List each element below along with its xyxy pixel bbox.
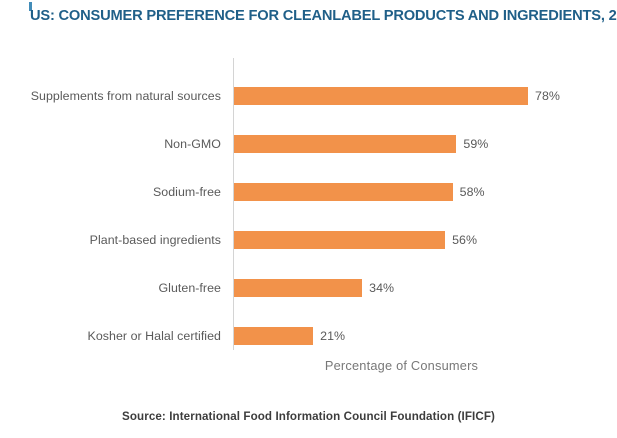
value-label: 78% — [535, 89, 560, 103]
bar — [234, 231, 446, 249]
category-label: Gluten-free — [158, 281, 221, 295]
bar-with-value: 34% — [234, 279, 394, 297]
bar-row: Non-GMO 59% — [0, 120, 617, 168]
bar-with-value: 58% — [234, 183, 485, 201]
y-axis-line — [233, 58, 234, 350]
value-label: 58% — [459, 185, 485, 199]
bar — [234, 135, 457, 153]
bar-with-value: 59% — [234, 135, 488, 153]
x-axis-title: Percentage of Consumers — [324, 358, 479, 373]
category-label: Kosher or Halal certified — [87, 329, 221, 343]
plot-area: Supplements from natural sources 78% Non-G… — [0, 50, 617, 355]
category-label: Supplements from natural sources — [30, 89, 221, 103]
chart-title: US: CONSUMER PREFERENCE FOR CLEANLABEL P… — [30, 7, 617, 24]
bar — [234, 327, 314, 345]
bar-row: Gluten-free 34% — [0, 264, 617, 312]
corner-marker — [29, 2, 32, 11]
bar-with-value: 21% — [234, 327, 345, 345]
bar — [234, 183, 453, 201]
bar — [234, 87, 529, 105]
value-label: 34% — [369, 281, 395, 295]
bar-row: Plant-based ingredients 56% — [0, 216, 617, 264]
source-note: Source: International Food Information C… — [122, 410, 495, 423]
value-label: 59% — [463, 137, 489, 151]
value-label: 56% — [452, 233, 478, 247]
value-label: 21% — [320, 329, 346, 343]
bar-row: Kosher or Halal certified 21% — [0, 312, 617, 360]
category-label: Sodium-free — [152, 185, 221, 199]
bar-row: Supplements from natural sources 78% — [0, 72, 617, 120]
bar-row: Sodium-free 58% — [0, 168, 617, 216]
category-label: Plant-based ingredients — [89, 233, 221, 247]
bar — [234, 279, 363, 297]
category-label: Non-GMO — [164, 137, 221, 151]
bar-with-value: 78% — [234, 87, 560, 105]
bar-with-value: 56% — [234, 231, 477, 249]
